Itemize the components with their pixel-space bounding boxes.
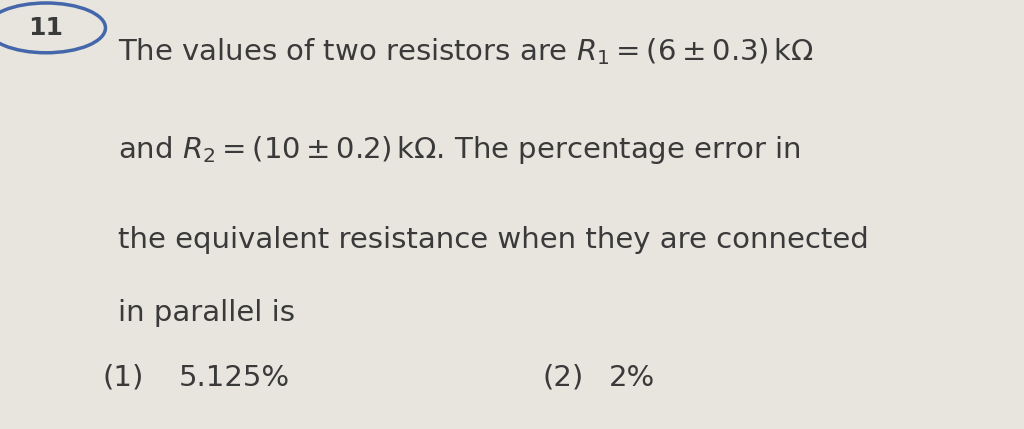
Text: and $R_2 = (10 \pm 0.2)\,\mathrm{k\Omega}$. The percentage error in: and $R_2 = (10 \pm 0.2)\,\mathrm{k\Omega… xyxy=(118,134,801,166)
Text: (2): (2) xyxy=(543,363,584,392)
Text: 11: 11 xyxy=(29,16,63,40)
Text: in parallel is: in parallel is xyxy=(118,299,295,327)
Text: the equivalent resistance when they are connected: the equivalent resistance when they are … xyxy=(118,226,868,254)
Text: The values of two resistors are $R_1 = (6 \pm 0.3)\,\mathrm{k\Omega}$: The values of two resistors are $R_1 = (… xyxy=(118,36,814,67)
Text: (1): (1) xyxy=(102,363,143,392)
Text: 2%: 2% xyxy=(609,363,655,392)
Text: 5.125%: 5.125% xyxy=(179,363,291,392)
